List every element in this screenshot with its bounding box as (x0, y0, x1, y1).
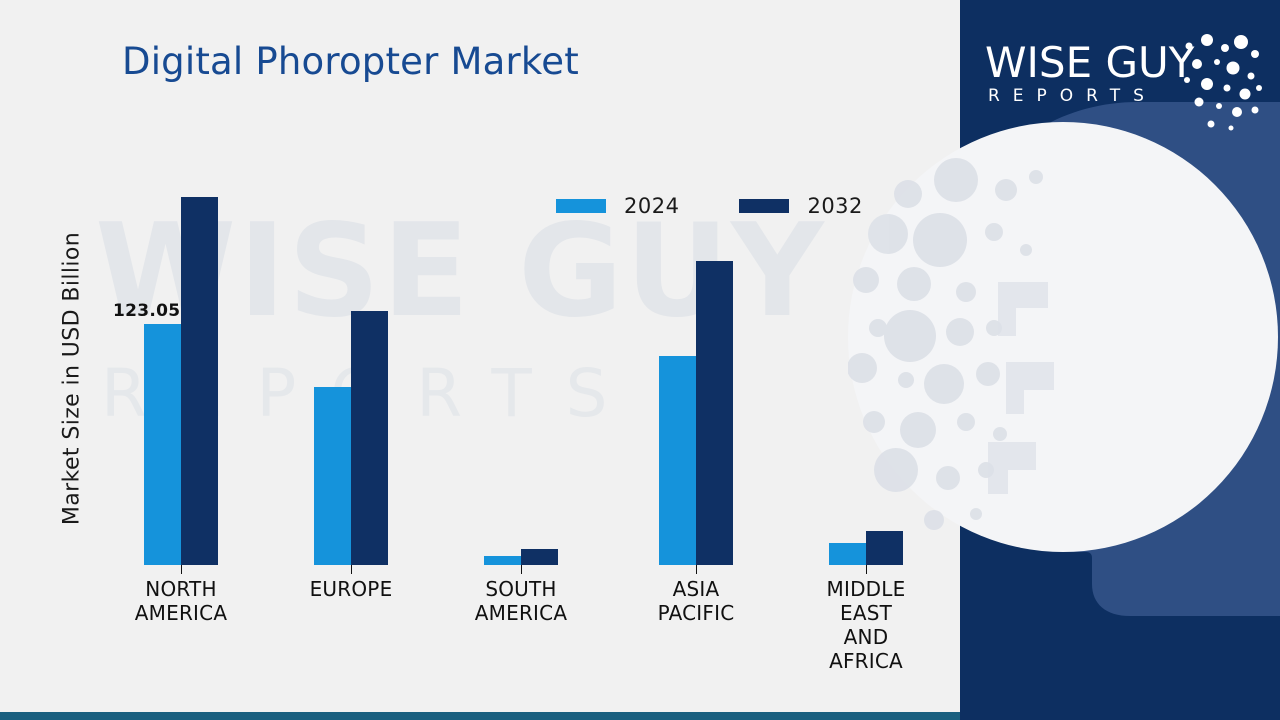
dot-cluster-icon (1184, 34, 1262, 131)
bar-2032-asia-pacific[interactable] (696, 261, 733, 565)
page-title: Digital Phoropter Market (122, 40, 579, 83)
bar-2024-europe[interactable] (314, 387, 351, 565)
axis-tick (521, 565, 522, 574)
y-axis-title: Market Size in USD Billion (59, 231, 85, 526)
axis-tick (181, 565, 182, 574)
category-label: ASIA PACIFIC (657, 577, 735, 625)
bar-2024-middle-east-and-africa[interactable] (829, 543, 866, 565)
legend-item-2024: 2024 (556, 194, 679, 218)
logo-primary-text: WISE GUY (985, 38, 1195, 87)
bar-2024-south-america[interactable] (484, 556, 521, 565)
legend-swatch-2032 (739, 199, 790, 213)
brain-dots-icon (848, 158, 1054, 530)
bar-2024-asia-pacific[interactable] (659, 356, 696, 565)
bar-2032-north-america[interactable] (181, 197, 218, 565)
legend-swatch-2024 (556, 199, 606, 213)
brand-logo: WISE GUY REPORTS (985, 34, 1262, 131)
category-label: EUROPE (309, 577, 393, 601)
bar-2032-south-america[interactable] (521, 549, 558, 565)
legend-label-2032: 2032 (807, 194, 863, 218)
axis-tick (866, 565, 867, 574)
bar-2032-middle-east-and-africa[interactable] (866, 531, 903, 565)
category-label: NORTH AMERICA (134, 577, 228, 625)
logo-secondary-text: REPORTS (988, 86, 1157, 106)
legend-item-2032: 2032 (739, 194, 862, 218)
chart-plot-area: 123.05 NORTH AMERICA EUROPE SOUTH AMERICA ASIA… (96, 170, 926, 673)
bar-value-label: 123.05 (113, 301, 181, 321)
axis-tick (351, 565, 352, 574)
bar-2032-europe[interactable] (351, 311, 388, 565)
head-profile-graphic (838, 92, 1280, 622)
legend-label-2024: 2024 (624, 194, 680, 218)
category-label: MIDDLE EAST AND AFRICA (826, 577, 906, 673)
chart-legend: 2024 2032 (556, 193, 863, 219)
bottom-accent-bar (0, 712, 960, 720)
bar-2024-north-america[interactable] (144, 324, 181, 565)
category-label: SOUTH AMERICA (474, 577, 568, 625)
axis-tick (696, 565, 697, 574)
